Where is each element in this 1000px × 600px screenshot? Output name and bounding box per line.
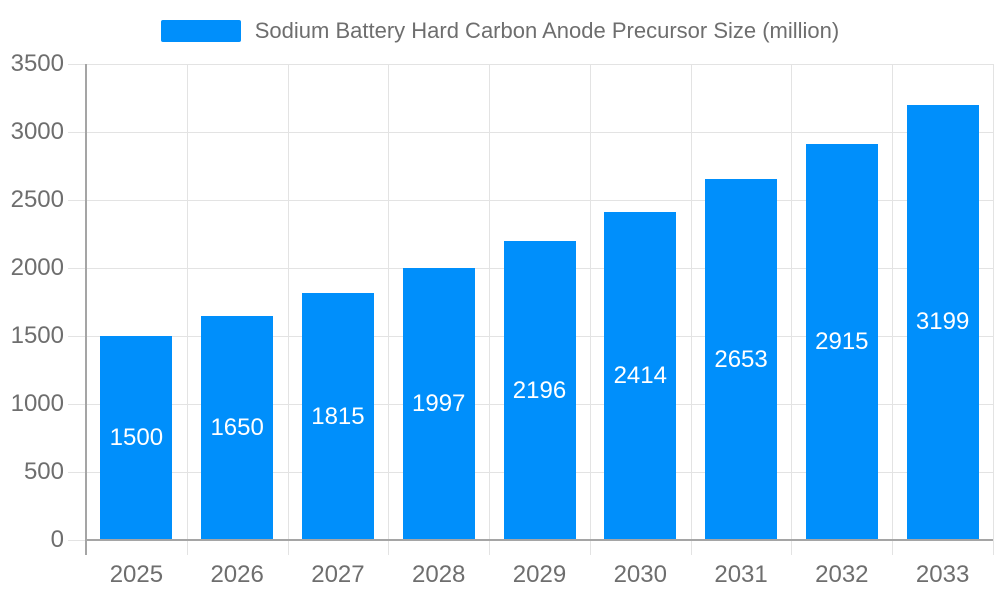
y-axis-tick-label: 2000	[10, 254, 64, 281]
y-axis-tick-label: 0	[50, 526, 64, 553]
bar-value-label: 2653	[714, 345, 768, 373]
y-axis-tick-label: 500	[23, 458, 64, 485]
y-gridline	[68, 64, 993, 65]
y-axis-tick-label: 1000	[10, 390, 64, 417]
x-axis-tick-label: 2027	[311, 561, 365, 588]
x-gridline	[690, 64, 692, 555]
bar-2030[interactable]: 2414	[604, 211, 677, 540]
y-axis-tick-label: 2500	[10, 186, 64, 213]
bar-value-label: 1815	[311, 402, 365, 430]
legend-swatch	[160, 20, 241, 42]
x-axis-tick-label: 2025	[109, 561, 164, 588]
y-axis-line	[85, 64, 87, 555]
x-axis-tick-label: 2032	[815, 561, 869, 588]
x-gridline	[186, 64, 188, 555]
bar-value-label: 1650	[210, 413, 264, 441]
x-axis-line	[86, 539, 993, 541]
x-gridline	[489, 64, 491, 555]
y-axis-tick-label: 3000	[10, 118, 64, 145]
bar-2029[interactable]: 2196	[503, 241, 576, 540]
x-axis-tick-label: 2033	[915, 561, 970, 588]
x-axis-tick-label: 2030	[613, 561, 667, 588]
x-axis-tick-label: 2029	[512, 561, 567, 588]
bar-value-label: 1500	[109, 424, 164, 451]
plot-area: 0 500 1000 1500 2000 2500 3000 3500 1500 2025 1650…	[11, 50, 994, 588]
x-axis-tick-label: 2031	[714, 561, 768, 588]
bar-value-label: 1997	[412, 390, 466, 418]
x-axis-tick-label: 2026	[210, 561, 264, 588]
x-gridline	[388, 64, 390, 555]
bar-2033[interactable]: 3199	[906, 104, 979, 540]
bar-2028[interactable]: 1997	[402, 268, 475, 540]
x-gridline	[287, 64, 289, 555]
y-gridline	[68, 132, 993, 133]
bar-value-label: 2915	[815, 327, 869, 355]
chart-legend[interactable]: Sodium Battery Hard Carbon Anode Precurs…	[0, 16, 1000, 46]
bar-2031[interactable]: 2653	[705, 179, 778, 540]
x-gridline	[589, 64, 591, 555]
bar-2026[interactable]: 1650	[201, 315, 274, 540]
x-gridline	[993, 64, 994, 555]
legend-label: Sodium Battery Hard Carbon Anode Precurs…	[254, 18, 840, 43]
x-axis-tick-label: 2028	[412, 561, 466, 588]
x-gridline	[791, 64, 793, 555]
bar-value-label: 3199	[915, 308, 970, 336]
y-gridline	[68, 200, 993, 201]
y-axis-tick-label: 1500	[10, 322, 64, 349]
bar-value-label: 2414	[613, 361, 667, 389]
y-axis-tick-label: 3500	[10, 50, 64, 77]
x-gridline	[892, 64, 894, 555]
bar-2025[interactable]: 1500	[100, 336, 173, 540]
bar-2032[interactable]: 2915	[805, 143, 878, 540]
bar-2027[interactable]: 1815	[301, 293, 374, 540]
bar-value-label: 2196	[512, 376, 567, 404]
